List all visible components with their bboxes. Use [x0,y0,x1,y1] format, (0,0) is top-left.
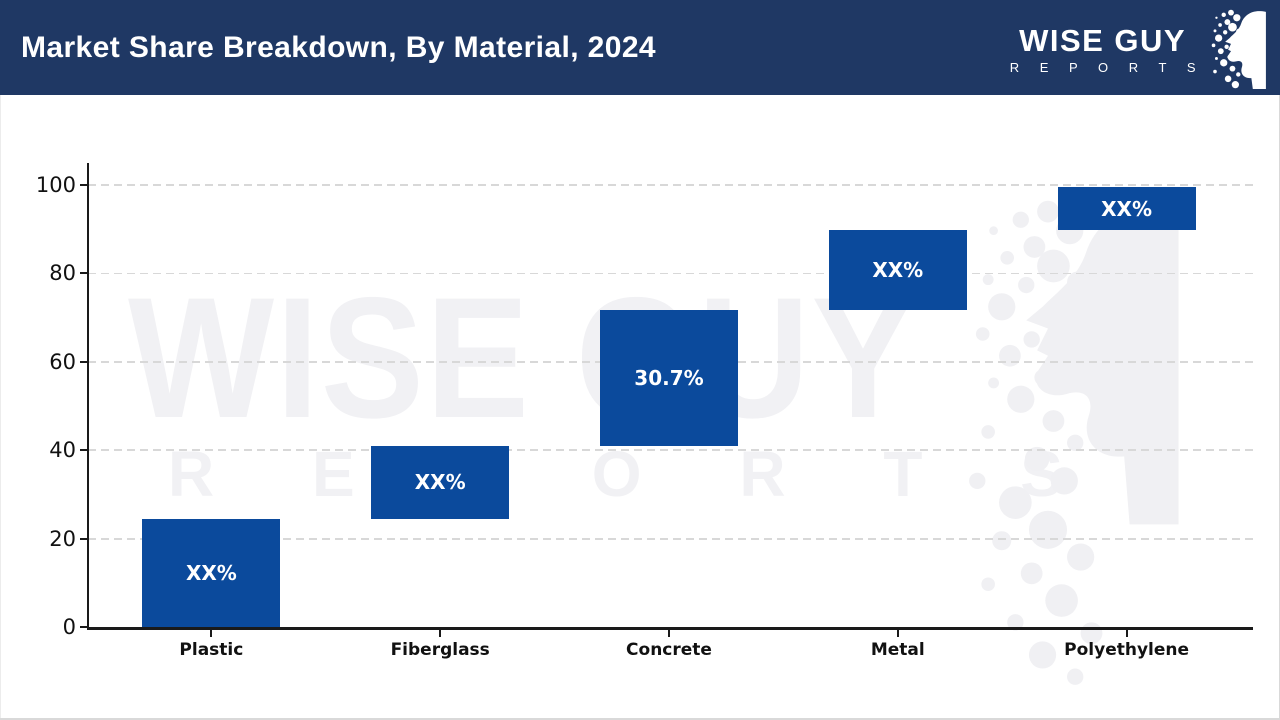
y-tick-mark-20 [80,537,88,540]
logo-line1: WISE GUY [1019,22,1187,58]
bar-value-label-fiberglass: XX% [414,470,466,495]
bar-polyethylene: XX% [1057,187,1196,231]
y-tick-label-60: 60 [49,349,76,374]
bar-fiberglass: XX% [371,445,510,519]
x-tick-label-polyethylene: Polyethylene [1064,640,1190,660]
x-tick-mark-metal [896,629,899,637]
bar-concrete: 30.7% [600,310,738,446]
face-logo-icon [1211,9,1266,89]
y-axis-spine [87,163,89,629]
x-tick-mark-concrete [668,629,670,637]
wiseguy-logo-text: WISE GUY R E P O R T S [1001,22,1204,75]
y-tick-label-80: 80 [49,261,76,286]
y-tick-mark-80 [80,272,88,275]
bar-value-label-metal: XX% [872,258,924,283]
watermark-text-wise-guy: WISE GUY [128,262,917,454]
page-title: Market Share Breakdown, By Material, 202… [21,30,657,64]
y-tick-mark-100 [80,184,88,187]
header-bar: Market Share Breakdown, By Material, 202… [0,0,1280,95]
bar-value-label-polyethylene: XX% [1101,196,1153,221]
bar-value-label-concrete: 30.7% [634,365,704,390]
bar-metal: XX% [828,230,967,311]
wiseguy-logo: WISE GUY R E P O R T S [1001,6,1268,92]
bar-plastic: XX% [142,518,281,627]
x-tick-mark-polyethylene [1125,629,1128,637]
watermark-text-reports: R E P O R T S [168,438,1103,510]
logo-line2: R E P O R T S [1009,59,1204,75]
y-tick-label-40: 40 [49,438,76,463]
gridline-20 [88,537,1253,540]
gridline-40 [88,449,1253,452]
gridline-100 [88,184,1253,186]
y-tick-label-100: 100 [35,173,76,198]
y-tick-label-0: 0 [62,615,76,639]
bar-value-label-plastic: XX% [185,560,237,585]
x-tick-label-plastic: Plastic [179,640,244,660]
x-tick-mark-fiberglass [439,629,442,637]
y-tick-mark-0 [80,626,88,628]
y-tick-mark-60 [80,360,88,363]
x-tick-label-concrete: Concrete [626,640,712,660]
gridline-80 [88,272,1253,275]
x-tick-label-metal: Metal [870,640,925,660]
x-axis-spine [87,627,1253,630]
x-tick-label-fiberglass: Fiberglass [390,640,490,660]
y-tick-label-20: 20 [49,526,76,551]
y-tick-mark-40 [80,449,88,452]
x-tick-mark-plastic [210,629,213,637]
